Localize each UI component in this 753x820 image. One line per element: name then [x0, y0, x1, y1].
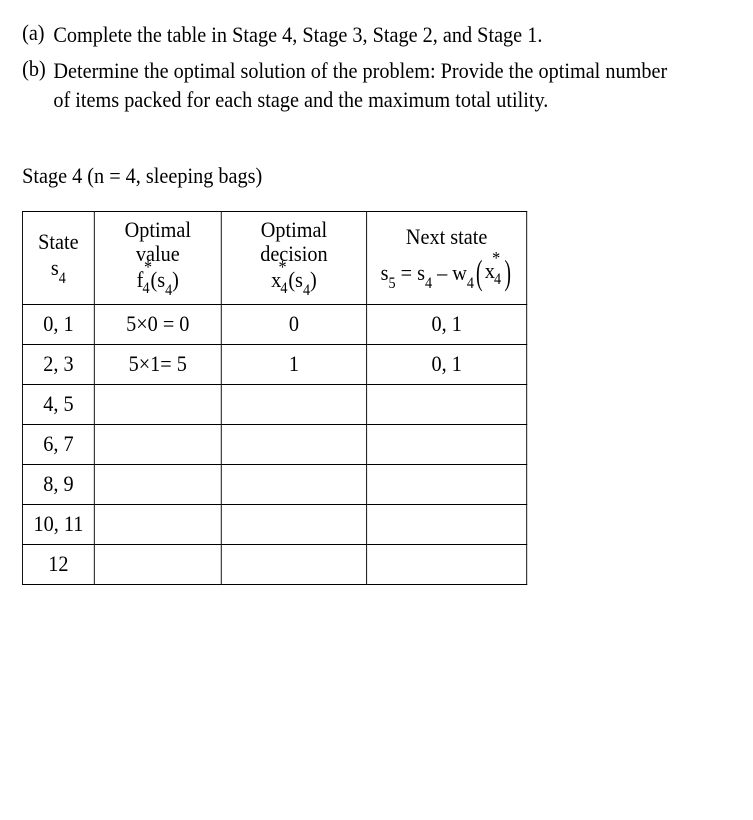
cell-decision	[221, 504, 366, 544]
cell-next	[367, 504, 527, 544]
table-row: 12	[23, 544, 527, 584]
cell-value	[94, 504, 221, 544]
s-base: s	[51, 255, 59, 280]
col-header-value: Optimal value f*4 (s4)	[94, 212, 221, 305]
cell-state: 0, 1	[23, 304, 95, 344]
cell-state: 2, 3	[23, 344, 95, 384]
cell-decision: 0	[221, 304, 366, 344]
cell-state: 4, 5	[23, 384, 95, 424]
cell-state: 12	[23, 544, 95, 584]
cell-decision	[221, 544, 366, 584]
question-list: (a) Complete the table in Stage 4, Stage…	[22, 20, 671, 115]
question-b: (b) Determine the optimal solution of th…	[22, 56, 671, 115]
cell-next	[367, 384, 527, 424]
col-header-next-top: Next state	[406, 225, 488, 249]
cell-value: 5×1= 5	[94, 344, 221, 384]
cell-value	[94, 424, 221, 464]
question-a-label: (a)	[22, 20, 53, 46]
col-header-value-top: Optimal value	[102, 218, 213, 266]
cell-state: 6, 7	[23, 424, 95, 464]
question-a: (a) Complete the table in Stage 4, Stage…	[22, 20, 671, 50]
xn-sub: 4	[494, 271, 501, 288]
w-sub: 4	[467, 275, 474, 292]
w-base: w	[452, 260, 467, 285]
cell-decision	[221, 424, 366, 464]
table-header-row: State s4 Optimal value f*4 (s4)	[23, 212, 527, 305]
table-row: 8, 9	[23, 464, 527, 504]
question-b-text: Determine the optimal solution of the pr…	[53, 56, 670, 115]
cell-next	[367, 464, 527, 504]
eq: =	[396, 260, 418, 285]
col-header-decision-top: Optimal decision	[229, 218, 359, 266]
col-header-next: Next state s5 = s4 – w4(x*4)	[367, 212, 527, 305]
cell-decision	[221, 384, 366, 424]
col-header-decision-sym: x*4 (s4)	[271, 268, 317, 297]
stage4-table: State s4 Optimal value f*4 (s4)	[22, 211, 527, 585]
x-arg: (s4)	[288, 267, 316, 292]
cell-next: 0, 1	[367, 304, 527, 344]
col-header-next-sym: s5 = s4 – w4(x*4)	[381, 251, 513, 290]
s4-sub: 4	[425, 275, 432, 292]
minus: –	[432, 260, 452, 285]
f-arg: (s4)	[150, 267, 178, 292]
x-sub: 4	[280, 280, 287, 297]
cell-decision	[221, 464, 366, 504]
big-paren: (x*4)	[474, 251, 513, 286]
col-header-state: State s4	[23, 212, 95, 305]
table-row: 6, 7	[23, 424, 527, 464]
xn-star: *	[492, 250, 500, 268]
question-b-label: (b)	[22, 56, 53, 82]
f-arg-sub: 4	[165, 282, 172, 299]
stage-title: Stage 4 (n = 4, sleeping bags)	[22, 163, 671, 189]
cell-next	[367, 544, 527, 584]
table-row: 2, 3 5×1= 5 1 0, 1	[23, 344, 527, 384]
cell-next	[367, 424, 527, 464]
table-body: 0, 1 5×0 = 0 0 0, 1 2, 3 5×1= 5 1 0, 1 4…	[23, 304, 527, 584]
f-sub: 4	[142, 280, 149, 297]
cell-value	[94, 544, 221, 584]
s5-sub: 5	[388, 275, 395, 292]
s-sub: 4	[59, 270, 66, 287]
question-a-text: Complete the table in Stage 4, Stage 3, …	[53, 20, 670, 50]
cell-state: 8, 9	[23, 464, 95, 504]
table-row: 4, 5	[23, 384, 527, 424]
cell-value	[94, 384, 221, 424]
f-star: *	[144, 258, 152, 277]
cell-next: 0, 1	[367, 344, 527, 384]
x-arg-sub: 4	[303, 282, 310, 299]
table-row: 10, 11	[23, 504, 527, 544]
cell-value	[94, 464, 221, 504]
table-row: 0, 1 5×0 = 0 0 0, 1	[23, 304, 527, 344]
col-header-decision: Optimal decision x*4 (s4)	[221, 212, 366, 305]
cell-state: 10, 11	[23, 504, 95, 544]
x-star: *	[278, 258, 286, 277]
s4-base: s	[417, 260, 425, 285]
cell-decision: 1	[221, 344, 366, 384]
col-header-state-top: State	[38, 230, 78, 254]
cell-value: 5×0 = 0	[94, 304, 221, 344]
col-header-state-sym: s4	[51, 256, 66, 285]
col-header-value-sym: f*4 (s4)	[137, 268, 179, 297]
